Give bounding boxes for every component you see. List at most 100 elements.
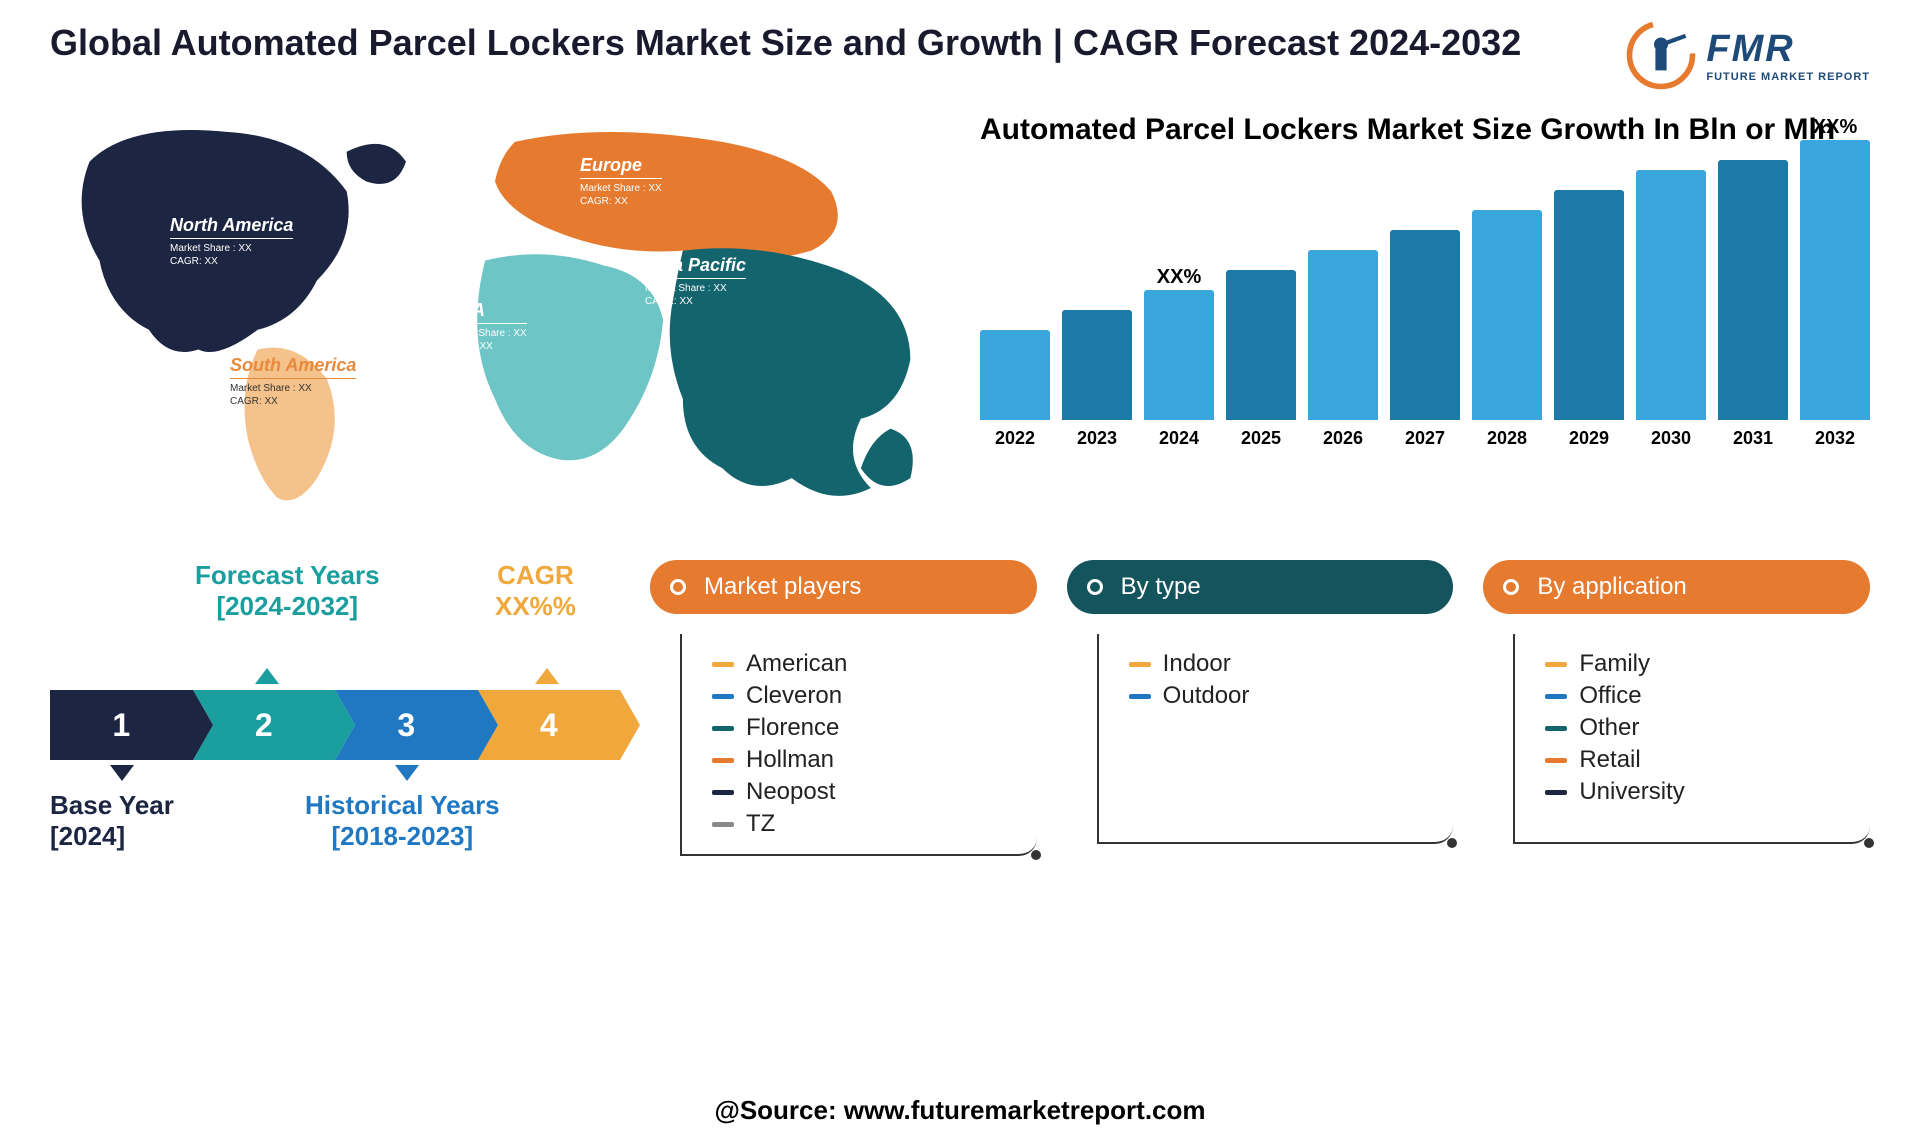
header: Global Automated Parcel Lockers Market S… xyxy=(0,0,1920,100)
bar-col: 2026 xyxy=(1308,250,1378,449)
market-players-pill: Market players xyxy=(650,560,1037,614)
bar-year-label: 2031 xyxy=(1733,428,1773,449)
list-item: Hollman xyxy=(712,746,1017,774)
list-item: Retail xyxy=(1545,746,1850,774)
list-item-text: Office xyxy=(1579,682,1641,710)
bar-col: 2029 xyxy=(1554,190,1624,449)
forecast-label: Forecast Years [2024-2032] xyxy=(195,560,380,622)
logo: FMR FUTURE MARKET REPORT xyxy=(1626,20,1870,90)
list-dash-icon xyxy=(712,662,734,667)
hist-arrow-icon xyxy=(395,765,419,781)
list-dash-icon xyxy=(1129,662,1151,667)
timeline-step: 4 xyxy=(478,690,621,760)
bar-year-label: 2027 xyxy=(1405,428,1445,449)
cagr-label: CAGR XX%% xyxy=(495,560,576,622)
region-mea xyxy=(477,254,663,460)
world-map: North America Market Share : XX CAGR: XX… xyxy=(50,100,940,520)
bar-year-label: 2025 xyxy=(1241,428,1281,449)
market-players-col: Market players American Cleveron Florence H… xyxy=(650,560,1037,856)
bar-year-label: 2028 xyxy=(1487,428,1527,449)
list-item-text: American xyxy=(746,650,847,678)
list-item: Other xyxy=(1545,714,1850,742)
list-item-text: Other xyxy=(1579,714,1639,742)
bar-year-label: 2024 xyxy=(1159,428,1199,449)
timeline: Forecast Years [2024-2032] CAGR XX%% 123… xyxy=(50,560,620,900)
bar-rect xyxy=(980,330,1050,420)
list-dash-icon xyxy=(712,790,734,795)
bar-year-label: 2022 xyxy=(995,428,1035,449)
list-item: Family xyxy=(1545,650,1850,678)
bar-rect xyxy=(1472,210,1542,420)
market-players-list: AmericanCleveronFlorenceHollmanNeopostTZ xyxy=(680,634,1037,856)
list-item: Office xyxy=(1545,682,1850,710)
bar-col: 2030 xyxy=(1636,170,1706,449)
list-dash-icon xyxy=(1545,758,1567,763)
list-item-text: Indoor xyxy=(1163,650,1231,678)
bar-rect xyxy=(1636,170,1706,420)
bar-rect xyxy=(1718,160,1788,420)
list-dash-icon xyxy=(1545,694,1567,699)
by-type-pill: By type xyxy=(1067,560,1454,614)
region-eu xyxy=(495,132,838,261)
list-item-text: University xyxy=(1579,778,1684,806)
list-dash-icon xyxy=(1545,726,1567,731)
list-dash-icon xyxy=(712,758,734,763)
by-application-col: By application FamilyOfficeOtherRetailUn… xyxy=(1483,560,1870,844)
bar-rect xyxy=(1226,270,1296,420)
by-type-list: Indoor Outdoor xyxy=(1097,634,1454,844)
pill-dot-icon xyxy=(1503,579,1519,595)
hist-label: Historical Years [2018-2023] xyxy=(305,790,500,852)
fmr-logo-icon xyxy=(1626,20,1696,90)
label-apac: Asia Pacific Market Share : XX CAGR: XX xyxy=(645,255,746,308)
bar-rect xyxy=(1554,190,1624,420)
label-mea: MEA Market Share : XX CAGR: XX xyxy=(445,300,527,353)
base-label: Base Year [2024] xyxy=(50,790,174,852)
bar-col: 2025 xyxy=(1226,270,1296,449)
bar-year-label: 2026 xyxy=(1323,428,1363,449)
pill-dot-icon xyxy=(670,579,686,595)
list-dash-icon xyxy=(1545,662,1567,667)
bar-rect xyxy=(1800,140,1870,420)
bar-col: XX%2032 xyxy=(1800,140,1870,449)
list-item-text: Hollman xyxy=(746,746,834,774)
bar-year-label: 2023 xyxy=(1077,428,1117,449)
list-dash-icon xyxy=(712,694,734,699)
bar-annotation: XX% xyxy=(1157,266,1201,289)
label-sa: South America Market Share : XX CAGR: XX xyxy=(230,355,356,408)
list-dash-icon xyxy=(1545,790,1567,795)
bar-col: 2023 xyxy=(1062,310,1132,449)
cagr-arrow-icon xyxy=(535,668,559,684)
bar-year-label: 2029 xyxy=(1569,428,1609,449)
list-item: Indoor xyxy=(1129,650,1434,678)
bar-annotation: XX% xyxy=(1813,116,1857,139)
list-item: Cleveron xyxy=(712,682,1017,710)
timeline-step: 1 xyxy=(50,690,193,760)
bar-rect xyxy=(1062,310,1132,420)
source-text: @Source: www.futuremarketreport.com xyxy=(0,1095,1920,1126)
list-dash-icon xyxy=(712,726,734,731)
pill-dot-icon xyxy=(1087,579,1103,595)
chart-title: Automated Parcel Lockers Market Size Gro… xyxy=(980,110,1870,149)
timeline-step: 2 xyxy=(193,690,336,760)
forecast-arrow-icon xyxy=(255,668,279,684)
list-item: Florence xyxy=(712,714,1017,742)
bar-chart: Automated Parcel Lockers Market Size Gro… xyxy=(980,100,1870,520)
logo-fmr-text: FMR xyxy=(1706,28,1870,71)
bar-col: 2022 xyxy=(980,330,1050,449)
list-item-text: Cleveron xyxy=(746,682,842,710)
bottom-row: Forecast Years [2024-2032] CAGR XX%% 123… xyxy=(0,520,1920,900)
label-eu: Europe Market Share : XX CAGR: XX xyxy=(580,155,662,208)
list-item: American xyxy=(712,650,1017,678)
list-item-text: Outdoor xyxy=(1163,682,1250,710)
list-dash-icon xyxy=(712,822,734,827)
bar-col: XX%2024 xyxy=(1144,290,1214,449)
list-item: University xyxy=(1545,778,1850,806)
list-item-text: Neopost xyxy=(746,778,835,806)
list-item: Neopost xyxy=(712,778,1017,806)
list-dash-icon xyxy=(1129,694,1151,699)
timeline-arrows: 1234 xyxy=(50,690,620,760)
list-item-text: Florence xyxy=(746,714,839,742)
by-type-col: By type Indoor Outdoor xyxy=(1067,560,1454,844)
bar-col: 2031 xyxy=(1718,160,1788,449)
label-na: North America Market Share : XX CAGR: XX xyxy=(170,215,293,268)
